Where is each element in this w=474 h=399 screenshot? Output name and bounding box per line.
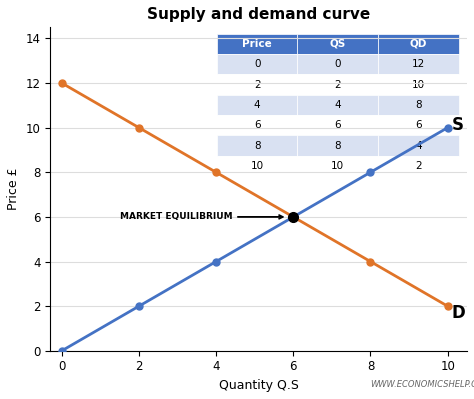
X-axis label: Quantity Q.S: Quantity Q.S: [219, 379, 299, 392]
Text: S: S: [451, 117, 464, 134]
Text: WWW.ECONOMICSHELP.ORG: WWW.ECONOMICSHELP.ORG: [370, 380, 474, 389]
Text: D: D: [451, 304, 465, 322]
Y-axis label: Price £: Price £: [7, 168, 20, 210]
Title: Supply and demand curve: Supply and demand curve: [147, 7, 370, 22]
Text: MARKET EQUILIBRIUM: MARKET EQUILIBRIUM: [119, 212, 283, 221]
